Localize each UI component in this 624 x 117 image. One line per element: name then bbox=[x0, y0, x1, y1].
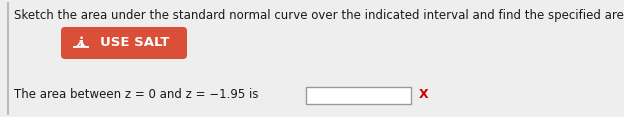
FancyBboxPatch shape bbox=[61, 27, 187, 59]
Text: Sketch the area under the standard normal curve over the indicated interval and : Sketch the area under the standard norma… bbox=[14, 9, 624, 22]
FancyBboxPatch shape bbox=[306, 86, 411, 104]
Text: The area between z = 0 and z = −1.95 is: The area between z = 0 and z = −1.95 is bbox=[14, 88, 258, 102]
Text: X: X bbox=[419, 88, 429, 102]
Text: ℹ: ℹ bbox=[79, 36, 84, 50]
Text: USE SALT: USE SALT bbox=[100, 37, 170, 49]
